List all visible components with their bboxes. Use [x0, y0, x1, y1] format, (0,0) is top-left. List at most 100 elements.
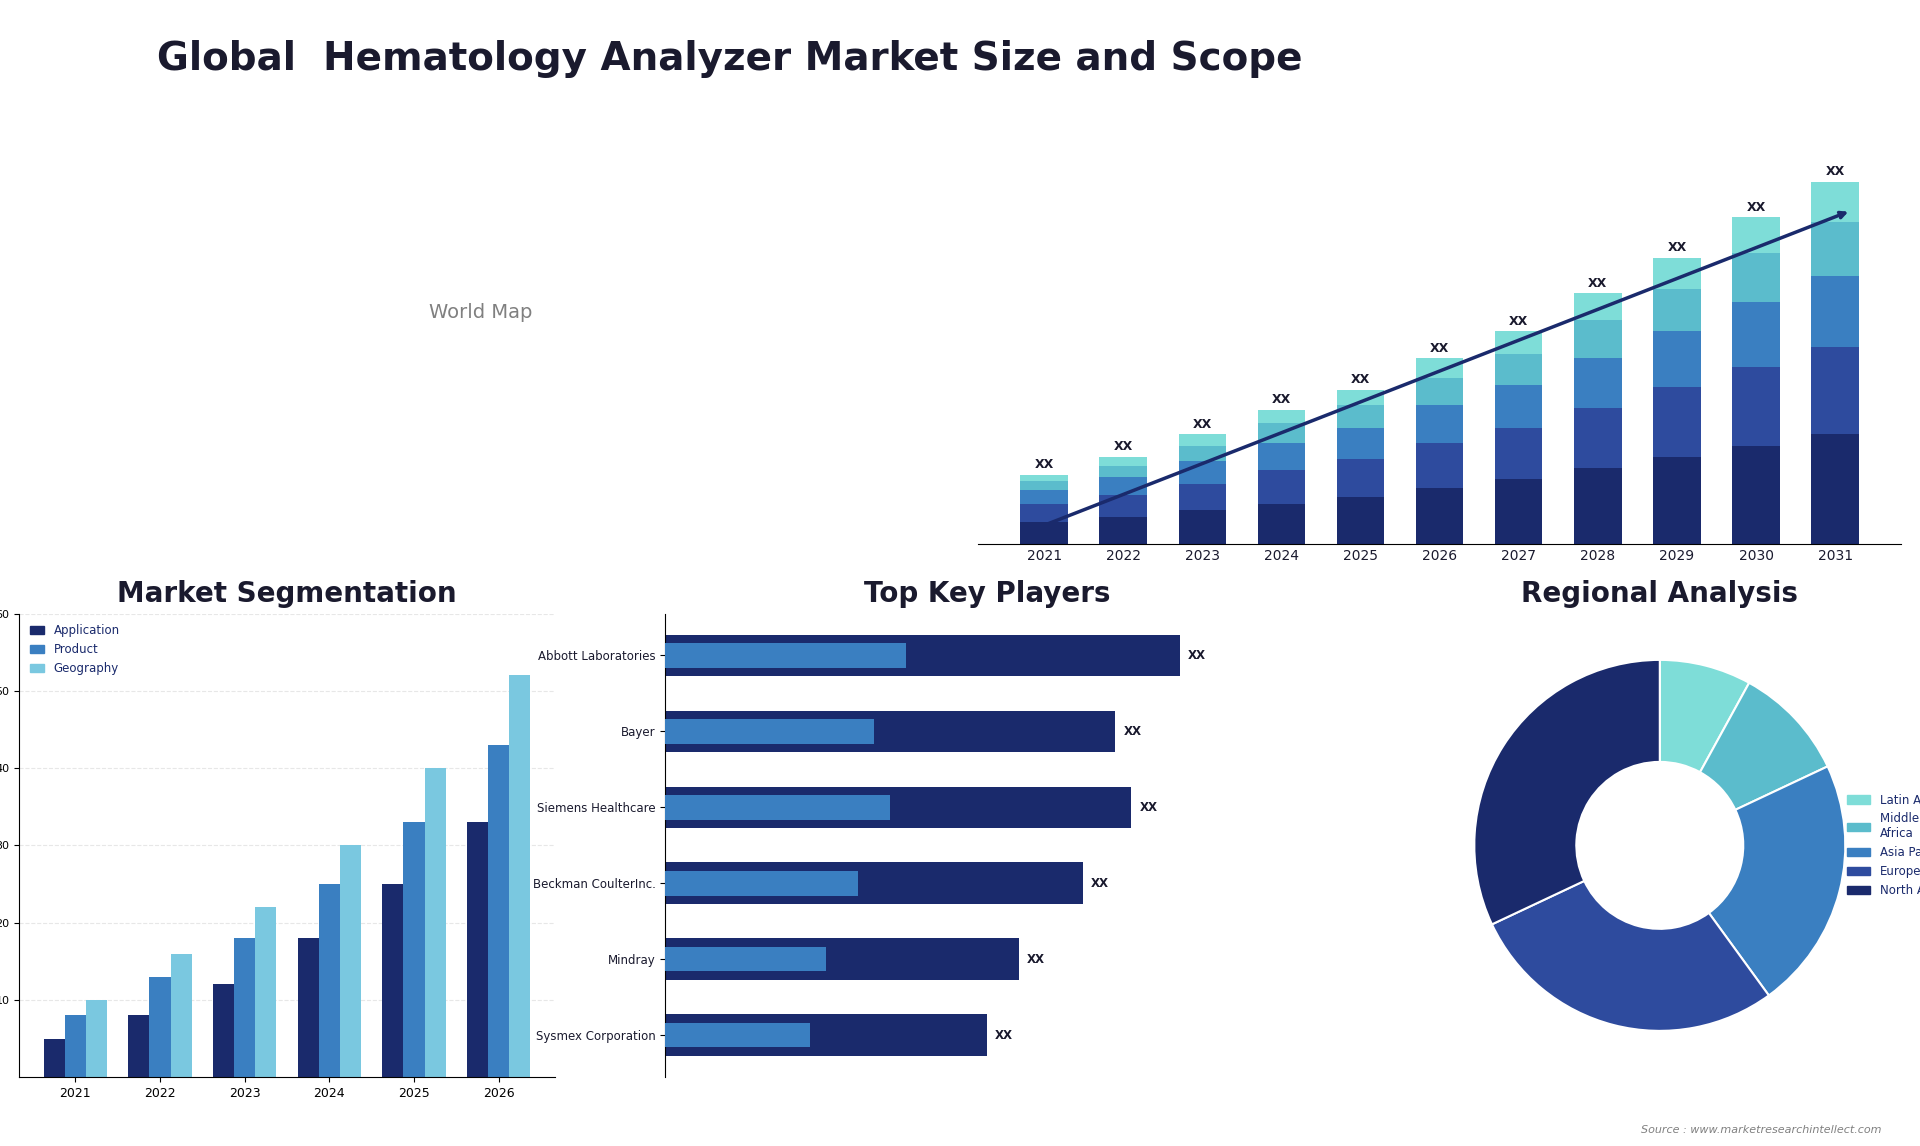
Text: XX: XX: [1188, 649, 1206, 662]
Bar: [1415, 359, 1463, 378]
Bar: [1415, 488, 1463, 544]
Bar: [488, 745, 509, 1077]
Bar: [1496, 427, 1542, 479]
Bar: [666, 720, 874, 744]
Bar: [666, 635, 1179, 676]
Bar: [666, 1023, 810, 1047]
Bar: [150, 976, 171, 1077]
Text: World Map: World Map: [428, 303, 532, 322]
Bar: [1258, 504, 1306, 544]
Bar: [1496, 385, 1542, 427]
Bar: [1732, 218, 1780, 253]
Bar: [666, 795, 891, 819]
Bar: [1179, 510, 1227, 544]
Text: XX: XX: [1123, 725, 1140, 738]
Bar: [1574, 321, 1622, 359]
Text: XX: XX: [1826, 165, 1845, 179]
Bar: [1179, 484, 1227, 510]
Bar: [509, 675, 530, 1077]
Bar: [1732, 303, 1780, 367]
Bar: [666, 711, 1116, 752]
Bar: [1020, 521, 1068, 544]
Bar: [666, 786, 1131, 829]
Bar: [1496, 479, 1542, 544]
Text: XX: XX: [1091, 877, 1110, 889]
Bar: [319, 884, 340, 1077]
Bar: [1574, 293, 1622, 321]
Bar: [340, 846, 361, 1077]
Text: XX: XX: [1114, 440, 1133, 454]
Text: XX: XX: [1667, 242, 1686, 254]
Bar: [1732, 253, 1780, 303]
Bar: [1496, 354, 1542, 385]
Bar: [1020, 474, 1068, 481]
Bar: [1020, 481, 1068, 490]
Title: Market Segmentation: Market Segmentation: [117, 580, 457, 609]
Text: RESEARCH: RESEARCH: [1728, 87, 1786, 96]
Legend: Latin America, Middle East &
Africa, Asia Pacific, Europe, North America: Latin America, Middle East & Africa, Asi…: [1841, 788, 1920, 902]
Legend: Application, Product, Geography: Application, Product, Geography: [25, 619, 125, 680]
Text: XX: XX: [1192, 418, 1212, 431]
Bar: [65, 1015, 86, 1077]
Bar: [129, 1015, 150, 1077]
Text: XX: XX: [1430, 342, 1450, 355]
Bar: [1811, 182, 1859, 222]
Text: XX: XX: [1747, 201, 1766, 214]
Bar: [1100, 457, 1146, 465]
Bar: [1811, 275, 1859, 347]
Text: XX: XX: [1139, 801, 1158, 814]
Bar: [213, 984, 234, 1077]
Bar: [1336, 497, 1384, 544]
Text: Source : www.marketresearchintellect.com: Source : www.marketresearchintellect.com: [1642, 1124, 1882, 1135]
Bar: [1258, 470, 1306, 504]
Bar: [666, 947, 826, 972]
Bar: [666, 863, 1083, 904]
Text: XX: XX: [1588, 277, 1607, 290]
Bar: [44, 1038, 65, 1077]
Bar: [1179, 446, 1227, 461]
Bar: [86, 1000, 108, 1077]
Bar: [1811, 434, 1859, 544]
Bar: [1258, 410, 1306, 423]
Bar: [255, 908, 276, 1077]
Title: Top Key Players: Top Key Players: [864, 580, 1110, 609]
Bar: [666, 871, 858, 895]
Bar: [298, 939, 319, 1077]
Text: XX: XX: [1027, 952, 1044, 966]
Bar: [1336, 390, 1384, 406]
Text: XX: XX: [1509, 315, 1528, 328]
Bar: [171, 953, 192, 1077]
Bar: [666, 939, 1020, 980]
Bar: [1100, 517, 1146, 544]
Bar: [1415, 378, 1463, 406]
Bar: [1496, 331, 1542, 354]
Wedge shape: [1659, 660, 1749, 772]
Text: XX: XX: [995, 1029, 1014, 1042]
Bar: [1258, 444, 1306, 470]
Bar: [1574, 468, 1622, 544]
Bar: [424, 768, 445, 1077]
Bar: [1574, 408, 1622, 468]
Title: Regional Analysis: Regional Analysis: [1521, 580, 1799, 609]
Bar: [403, 822, 424, 1077]
Bar: [1020, 504, 1068, 521]
Bar: [1653, 289, 1701, 331]
Text: MARKET: MARKET: [1734, 61, 1780, 70]
Bar: [1336, 458, 1384, 497]
Text: Global  Hematology Analyzer Market Size and Scope: Global Hematology Analyzer Market Size a…: [157, 40, 1302, 78]
Text: XX: XX: [1271, 393, 1290, 407]
Bar: [1020, 490, 1068, 504]
Bar: [1336, 406, 1384, 427]
Bar: [1811, 347, 1859, 434]
Bar: [1179, 461, 1227, 484]
Text: XX: XX: [1035, 458, 1054, 471]
Bar: [1100, 477, 1146, 495]
Bar: [1258, 423, 1306, 444]
Bar: [467, 822, 488, 1077]
Bar: [1653, 258, 1701, 289]
Bar: [1653, 331, 1701, 387]
Bar: [1732, 367, 1780, 446]
Bar: [1415, 406, 1463, 444]
Bar: [1653, 387, 1701, 457]
Text: INTELLECT: INTELLECT: [1728, 113, 1786, 123]
